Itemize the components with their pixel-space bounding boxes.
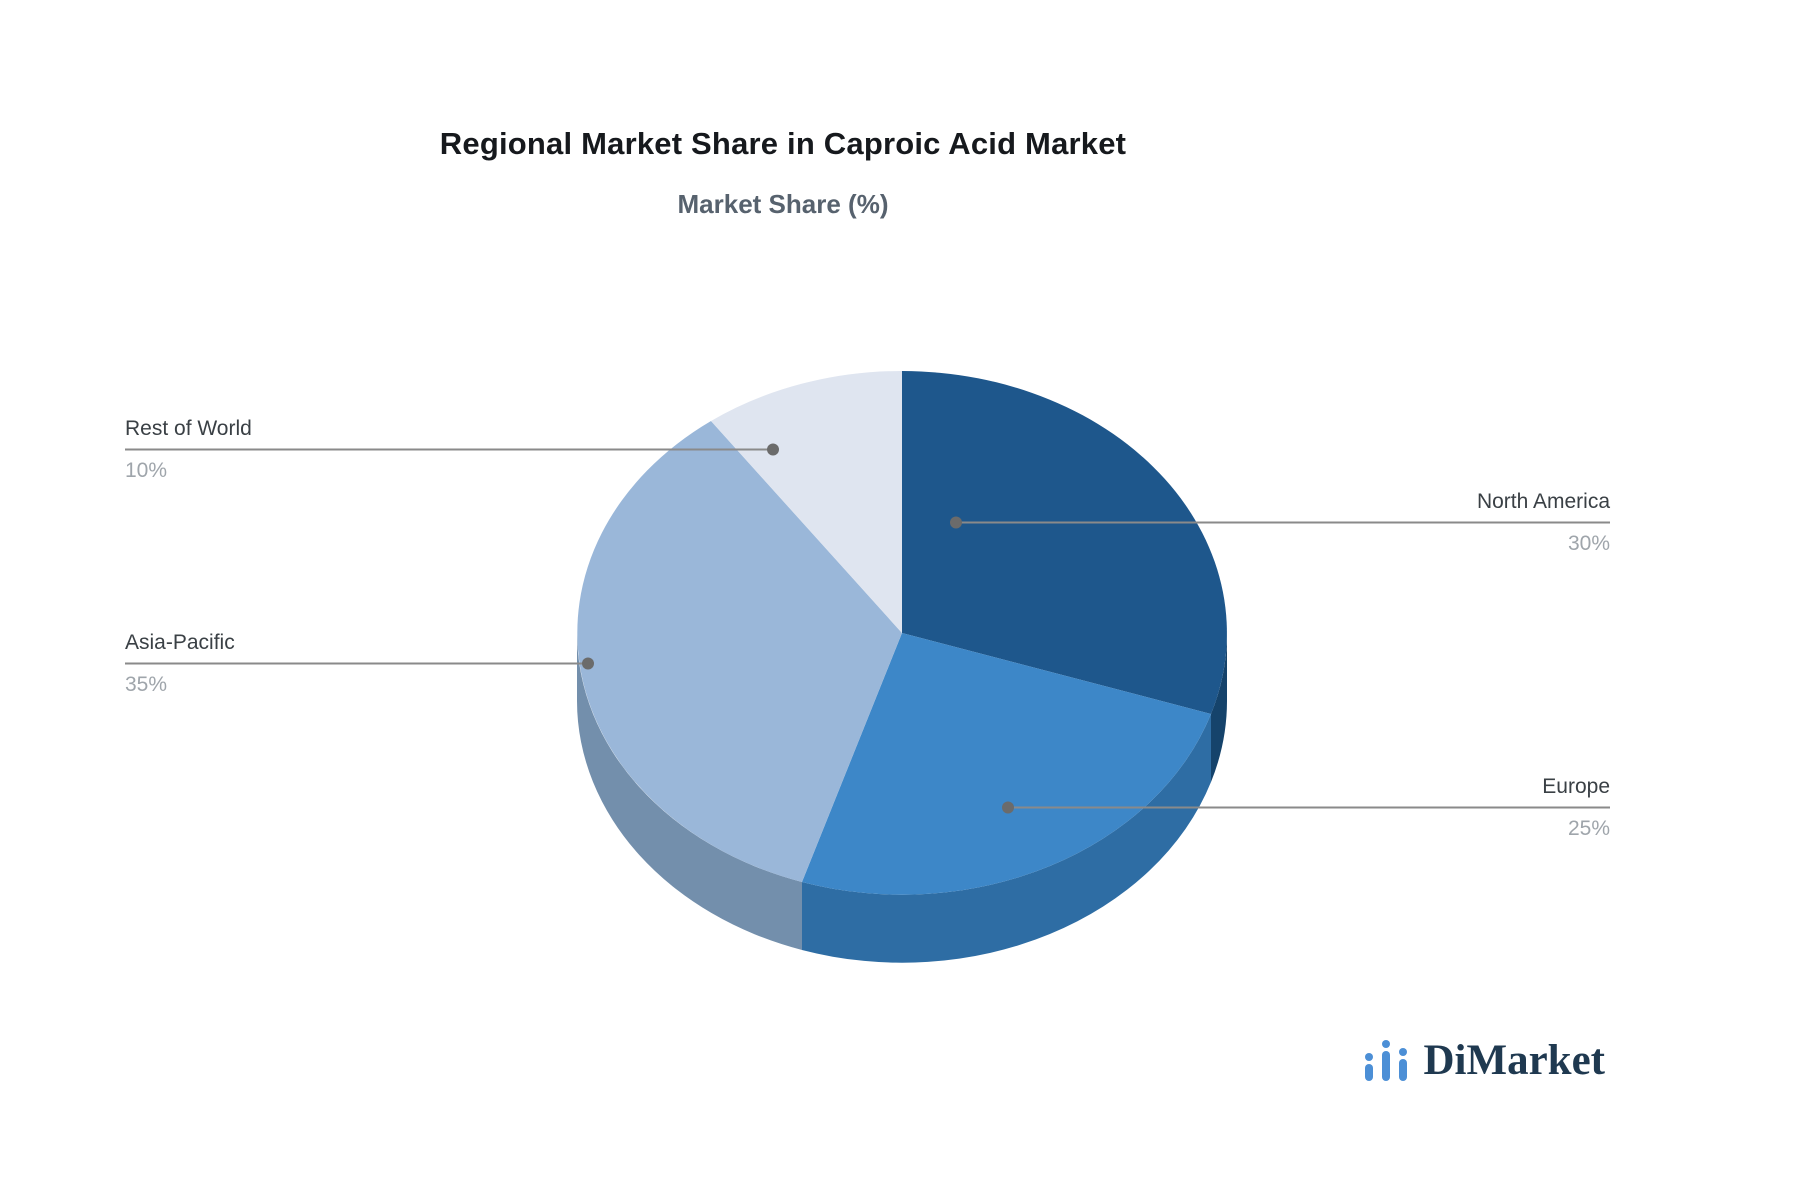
label-rest-of-world: Rest of World <box>125 417 252 440</box>
brand-logo-text: DiMarket <box>1423 1037 1606 1084</box>
bar-chart-icon-glyphs <box>1364 1040 1407 1081</box>
leader-dot-europe <box>1002 801 1014 814</box>
label-asia-pacific: Asia-Pacific <box>125 631 235 654</box>
leader-dot-rest-of-world <box>767 443 779 456</box>
pie-slice-europe[interactable] <box>802 633 1211 895</box>
pie-slice-side-asia-pacific <box>577 633 802 950</box>
leader-dot-asia-pacific <box>582 657 594 670</box>
bar-chart-icon <box>1364 1040 1407 1081</box>
pie-slice-side-north-america <box>1211 633 1227 782</box>
pie-slice-north-america[interactable] <box>902 371 1227 714</box>
chart-subtitle: Market Share (%) <box>677 189 889 219</box>
chart-title: Regional Market Share in Caproic Acid Ma… <box>439 126 1127 161</box>
leader-dot-north-america <box>950 516 962 529</box>
brand-logo: DiMarket <box>1362 1036 1606 1086</box>
value-rest-of-world: 10% <box>125 459 168 482</box>
label-north-america: North America <box>1476 490 1610 513</box>
value-north-america: 30% <box>1567 532 1610 555</box>
value-asia-pacific: 35% <box>125 673 168 696</box>
value-europe: 25% <box>1567 817 1610 840</box>
pie-slice-rest-of-world[interactable] <box>711 371 902 633</box>
label-europe: Europe <box>1542 775 1610 798</box>
pie-slice-side-europe <box>802 714 1211 963</box>
pie-slice-asia-pacific[interactable] <box>577 421 902 882</box>
